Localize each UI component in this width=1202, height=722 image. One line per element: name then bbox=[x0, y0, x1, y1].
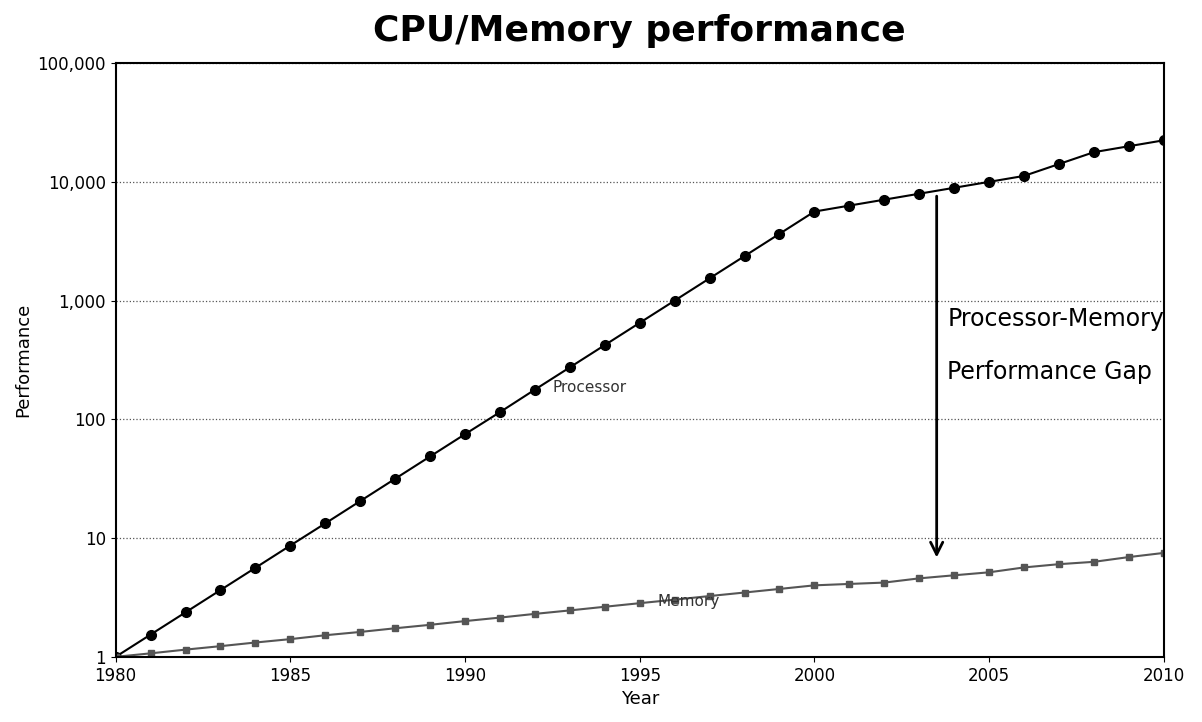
Text: Memory: Memory bbox=[657, 593, 720, 609]
X-axis label: Year: Year bbox=[620, 690, 659, 708]
Text: Processor-Memory: Processor-Memory bbox=[947, 308, 1164, 331]
Text: Performance Gap: Performance Gap bbox=[947, 360, 1152, 383]
Y-axis label: Performance: Performance bbox=[14, 303, 32, 417]
Title: CPU/Memory performance: CPU/Memory performance bbox=[374, 14, 906, 48]
Text: Processor: Processor bbox=[553, 380, 626, 395]
